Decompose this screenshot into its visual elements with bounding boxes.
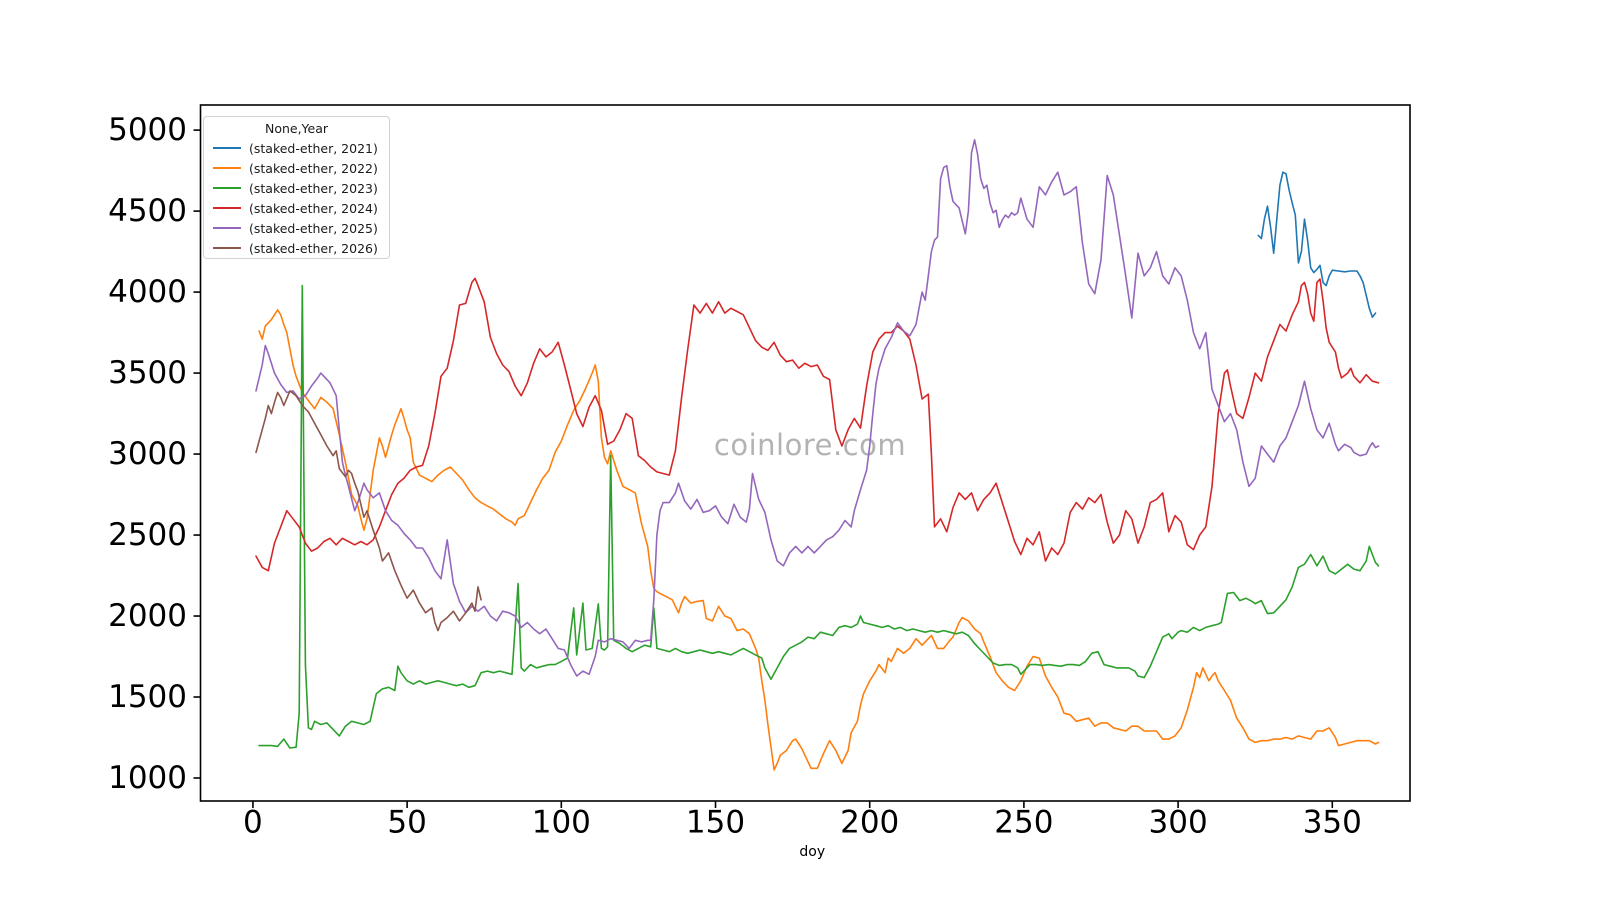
y-tick-label: 5000 (108, 112, 187, 148)
y-tick-label: 4500 (108, 193, 187, 229)
watermark: coinlore.com (713, 428, 907, 462)
legend-label-2024: (staked-ether, 2024) (249, 200, 378, 216)
legend-item-2021: (staked-ether, 2021) (204, 138, 389, 158)
legend-item-2023: (staked-ether, 2023) (204, 178, 389, 198)
x-tick-label: 150 (686, 804, 745, 840)
legend-swatch-2026 (213, 247, 241, 249)
series-line-2021 (1257, 171, 1377, 319)
legend-label-2026: (staked-ether, 2026) (249, 240, 378, 256)
series-line-2022 (258, 309, 1380, 771)
x-tick-label: 50 (387, 804, 426, 840)
legend-swatch-2022 (213, 167, 241, 169)
x-tick-label: 100 (532, 804, 591, 840)
x-tick-label: 350 (1303, 804, 1362, 840)
y-tick-label: 2500 (108, 517, 187, 553)
x-tick-label: 300 (1149, 804, 1208, 840)
legend-label-2022: (staked-ether, 2022) (249, 160, 378, 176)
y-tick-label: 3500 (108, 355, 187, 391)
series-line-2025 (255, 139, 1380, 677)
legend-item-2025: (staked-ether, 2025) (204, 218, 389, 238)
series-line-2026 (255, 390, 482, 632)
legend-swatch-2021 (213, 147, 241, 149)
legend-item-2022: (staked-ether, 2022) (204, 158, 389, 178)
x-tick-label: 250 (994, 804, 1053, 840)
legend-label-2025: (staked-ether, 2025) (249, 220, 378, 236)
plot-frame (199, 104, 1411, 802)
y-tick-label: 1000 (108, 760, 187, 796)
legend-title: None,Year (264, 121, 329, 136)
legend-swatch-2025 (213, 227, 241, 229)
y-tick-label: 2000 (108, 598, 187, 634)
legend-swatch-2024 (213, 207, 241, 209)
y-tick-label: 4000 (108, 274, 187, 310)
legend-item-2024: (staked-ether, 2024) (204, 198, 389, 218)
series-line-2024 (255, 277, 1380, 572)
x-tick-label: 200 (840, 804, 899, 840)
x-tick-label: 0 (243, 804, 263, 840)
legend-swatch-2023 (213, 187, 241, 189)
y-tick-label: 3000 (108, 436, 187, 472)
legend-label-2023: (staked-ether, 2023) (249, 180, 378, 196)
x-axis-title: doy (799, 844, 825, 860)
legend-label-2021: (staked-ether, 2021) (249, 140, 378, 156)
legend: None,Year (staked-ether, 2021) (staked-et… (203, 116, 390, 259)
legend-items: (staked-ether, 2021) (staked-ether, 2022)… (204, 138, 389, 258)
y-tick-label: 1500 (108, 679, 187, 715)
series-line-2023 (258, 284, 1380, 749)
legend-item-2026: (staked-ether, 2026) (204, 238, 389, 258)
